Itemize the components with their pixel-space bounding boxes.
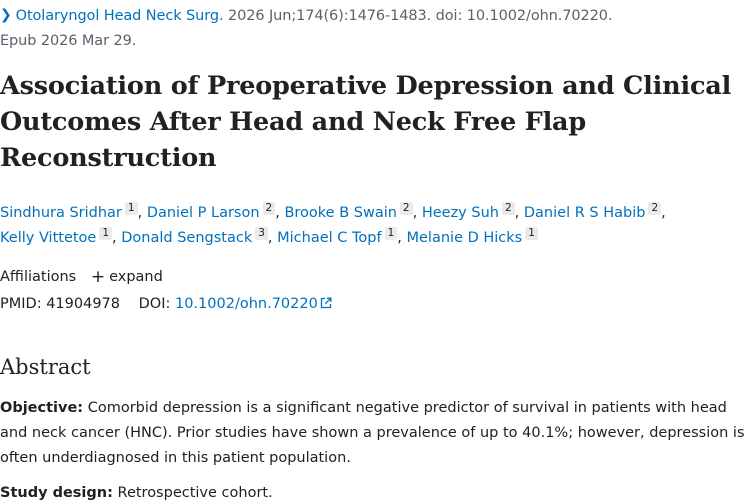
author-item: Kelly Vittetoe 1 (0, 227, 113, 246)
author-item: Daniel P Larson 2 (146, 202, 276, 221)
author-link[interactable]: Heezy Suh (421, 205, 499, 221)
identifiers-row: PMID: 41904978 DOI: 10.1002/ohn.70220 (0, 292, 332, 317)
author-list: Sindhura Sridhar 1, Daniel P Larson 2, Bro… (0, 202, 666, 246)
pmid-label: PMID: (0, 296, 42, 312)
affiliation-number-badge[interactable]: 2 (262, 202, 276, 215)
author-item: Michael C Topf 1 (277, 227, 398, 246)
affiliations-expand-button[interactable]: + expand (90, 267, 163, 287)
affiliation-number-badge[interactable]: 1 (525, 227, 538, 240)
author-link[interactable]: Melanie D Hicks (406, 230, 523, 246)
chevron-right-icon[interactable]: ❯ (0, 7, 12, 23)
abstract-heading: Abstract (0, 355, 91, 379)
journal-link[interactable]: Otolaryngol Head Neck Surg. (15, 8, 224, 24)
plus-icon: + (90, 267, 106, 287)
author-link[interactable]: Brooke B Swain (284, 205, 397, 221)
study-design-label: Study design: (0, 485, 113, 500)
author-link[interactable]: Michael C Topf (277, 230, 382, 246)
author-link[interactable]: Kelly Vittetoe (0, 230, 97, 246)
affiliation-number-badge[interactable]: 1 (99, 227, 113, 240)
affiliation-number-badge[interactable]: 2 (399, 202, 413, 215)
author-link[interactable]: Sindhura Sridhar (0, 205, 122, 221)
abstract-objective: Objective: Comorbid depression is a sign… (0, 396, 748, 471)
citation-block: ❯ Otolaryngol Head Neck Surg. 2026 Jun;17… (0, 4, 750, 54)
doi-label: DOI: (138, 296, 171, 312)
pmid-value: 41904978 (46, 296, 121, 312)
author-item: Donald Sengstack 3 (121, 227, 268, 246)
affiliation-number-badge[interactable]: 2 (501, 202, 515, 215)
affiliations-row: Affiliations + expand (0, 264, 163, 290)
author-item: Heezy Suh 2 (421, 202, 515, 221)
author-item: Brooke B Swain 2 (284, 202, 413, 221)
doi-link[interactable]: 10.1002/ohn.70220 (175, 296, 332, 312)
study-design-text: Retrospective cohort. (112, 485, 273, 500)
author-link[interactable]: Donald Sengstack (121, 230, 253, 246)
affiliations-label: Affiliations (0, 269, 77, 285)
article-title: Association of Preoperative Depression a… (0, 71, 732, 173)
affiliation-number-badge[interactable]: 1 (124, 202, 138, 215)
author-item: Sindhura Sridhar 1 (0, 202, 138, 221)
affiliation-number-badge[interactable]: 1 (384, 227, 398, 240)
abstract-study-design: Study design: Retrospective cohort. (0, 481, 748, 500)
author-item: Melanie D Hicks 1 (406, 227, 538, 246)
affiliation-number-badge[interactable]: 3 (255, 227, 268, 240)
doi-value: 10.1002/ohn.70220 (174, 296, 318, 312)
external-link-icon (320, 297, 332, 309)
expand-label: expand (109, 269, 163, 285)
citation-details: 2026 Jun;174(6):1476-1483. doi: 10.1002/… (223, 8, 613, 24)
epub-date: Epub 2026 Mar 29. (0, 33, 137, 49)
objective-text: Comorbid depression is a significant neg… (0, 400, 745, 466)
author-link[interactable]: Daniel R S Habib (523, 205, 646, 221)
author-link[interactable]: Daniel P Larson (146, 205, 260, 221)
affiliation-number-badge[interactable]: 2 (648, 202, 662, 215)
author-item: Daniel R S Habib 2 (523, 202, 662, 221)
objective-label: Objective: (0, 400, 84, 416)
